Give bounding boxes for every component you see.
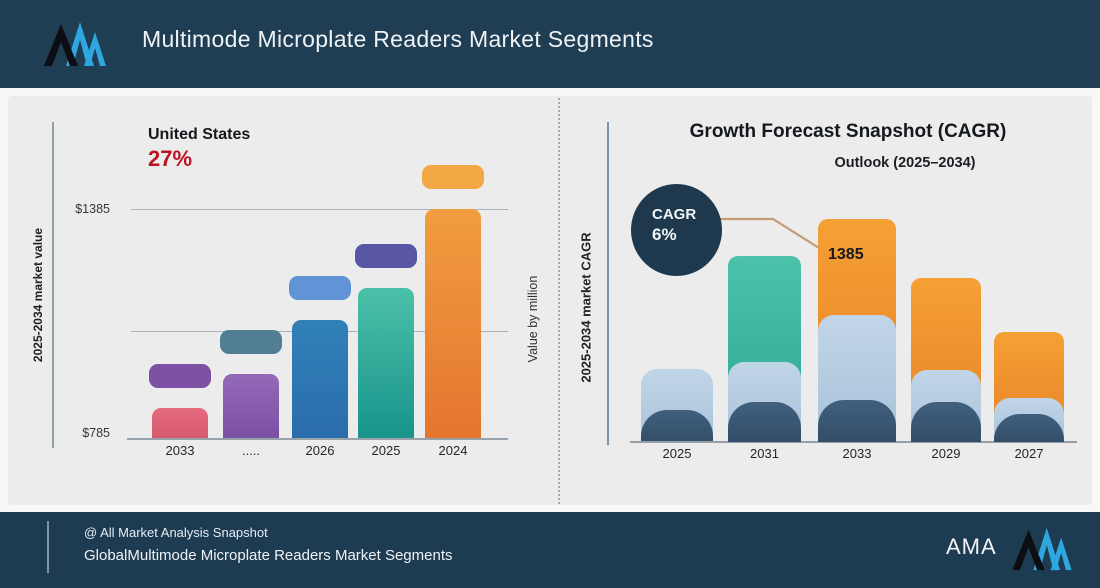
left-chart-highlight-value: 27% xyxy=(148,146,193,171)
cagr-badge-label: CAGR xyxy=(652,206,697,223)
value-bar-2026 xyxy=(292,320,348,439)
left-secondary-axis-label: Value by million xyxy=(526,275,540,363)
stack-segment-2027-base xyxy=(994,414,1064,442)
badge-connector-line xyxy=(717,217,820,249)
ama-logo-icon xyxy=(44,22,106,66)
footer-ama-logo-icon xyxy=(1012,527,1072,571)
floating-cap-..... xyxy=(220,330,282,354)
value-bar-2024 xyxy=(425,209,481,439)
value-bar-..... xyxy=(223,374,279,439)
floating-cap-2024 xyxy=(422,165,484,189)
right-chart-subtitle: Outlook (2025–2034) xyxy=(834,155,976,171)
footer xyxy=(0,512,1100,588)
x-tick-label: 2026 xyxy=(305,443,335,458)
cagr-badge-value: 6% xyxy=(652,225,677,244)
floating-cap-2033 xyxy=(149,364,211,388)
right-y-axis xyxy=(607,122,609,445)
floating-cap-2026 xyxy=(289,276,351,300)
x-tick-label: 2031 xyxy=(750,446,779,461)
left-chart-title: United States xyxy=(148,126,251,143)
panel-divider xyxy=(558,98,560,504)
x-tick-label: 2024 xyxy=(438,443,468,458)
footer-divider xyxy=(47,521,49,573)
x-tick-label: 2033 xyxy=(165,443,195,458)
y-tick-1385: $1385 xyxy=(75,202,110,216)
gridline-top xyxy=(131,209,508,210)
footer-report-title: GlobalMultimode Microplate Readers Marke… xyxy=(84,547,453,564)
y-tick-785: $785 xyxy=(82,426,110,440)
left-x-axis xyxy=(127,438,508,440)
left-y-axis-label: 2025-2034 market value xyxy=(31,227,45,363)
footer-credit: @ All Market Analysis Snapshot xyxy=(84,525,268,540)
x-tick-label: 2025 xyxy=(662,446,692,461)
value-bar-2033 xyxy=(152,408,208,439)
x-tick-label: 2027 xyxy=(1014,446,1044,461)
value-bar-2025 xyxy=(358,288,414,439)
right-x-axis xyxy=(630,441,1077,443)
stack-segment-2031-base xyxy=(728,402,801,442)
x-tick-label: 2025 xyxy=(371,443,401,458)
cagr-badge: CAGR 6% xyxy=(631,184,722,276)
header: Multimode Microplate Readers Market Segm… xyxy=(0,0,1100,88)
footer-brand-text: AMA xyxy=(946,534,997,559)
right-y-axis-label: 2025-2034 market CAGR xyxy=(578,232,594,383)
x-tick-label: ..... xyxy=(241,443,261,458)
floating-cap-2025 xyxy=(355,244,417,268)
x-tick-label: 2029 xyxy=(931,446,961,461)
page-title: Multimode Microplate Readers Market Segm… xyxy=(142,26,654,52)
bar-value-annotation: 1385 xyxy=(828,246,864,263)
x-tick-label: 2033 xyxy=(842,446,872,461)
left-y-axis xyxy=(52,122,54,448)
stack-segment-2033-base xyxy=(818,400,896,442)
stack-segment-2025-base xyxy=(641,410,713,442)
stack-segment-2029-base xyxy=(911,402,981,442)
right-chart-title: Growth Forecast Snapshot (CAGR) xyxy=(689,121,1007,142)
